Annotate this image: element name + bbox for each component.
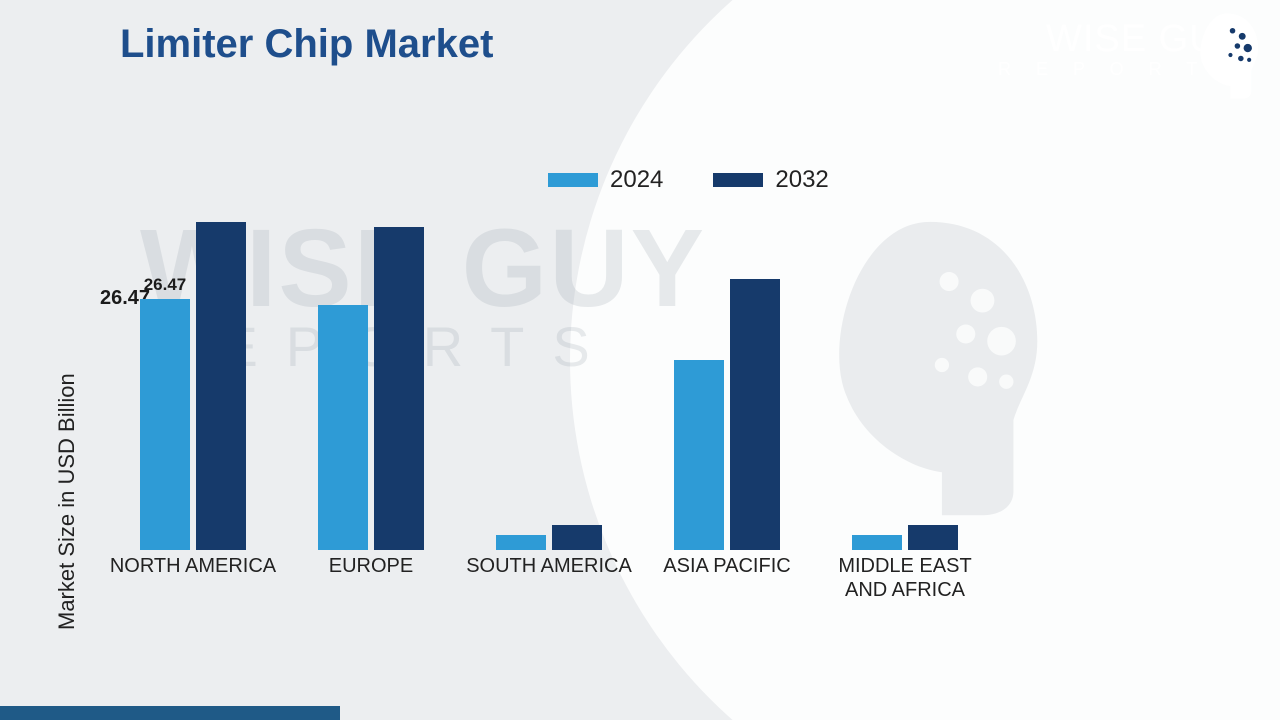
bar — [852, 535, 902, 550]
y-axis-label: Market Size in USD Billion — [54, 373, 80, 630]
category-label: NORTH AMERICA — [108, 554, 278, 578]
category-label: MIDDLE EAST AND AFRICA — [820, 554, 990, 602]
plot-region: 26.47 — [140, 170, 1030, 550]
bar — [674, 360, 724, 550]
bottom-accent-strip — [0, 706, 340, 720]
bar — [318, 305, 368, 550]
bar — [374, 227, 424, 550]
chart-area: Market Size in USD Billion 26.47 26.47 N… — [50, 150, 1070, 690]
brand-head-icon — [1192, 10, 1262, 100]
bar — [552, 525, 602, 550]
chart-title: Limiter Chip Market — [120, 22, 493, 67]
category-label: SOUTH AMERICA — [464, 554, 634, 578]
bar — [730, 279, 780, 550]
bar — [196, 222, 246, 550]
bar — [908, 525, 958, 550]
bar — [140, 299, 190, 550]
bar — [496, 535, 546, 550]
category-label: ASIA PACIFIC — [642, 554, 812, 578]
category-label: EUROPE — [286, 554, 456, 578]
bar-value-label: 26.47 — [140, 275, 190, 295]
